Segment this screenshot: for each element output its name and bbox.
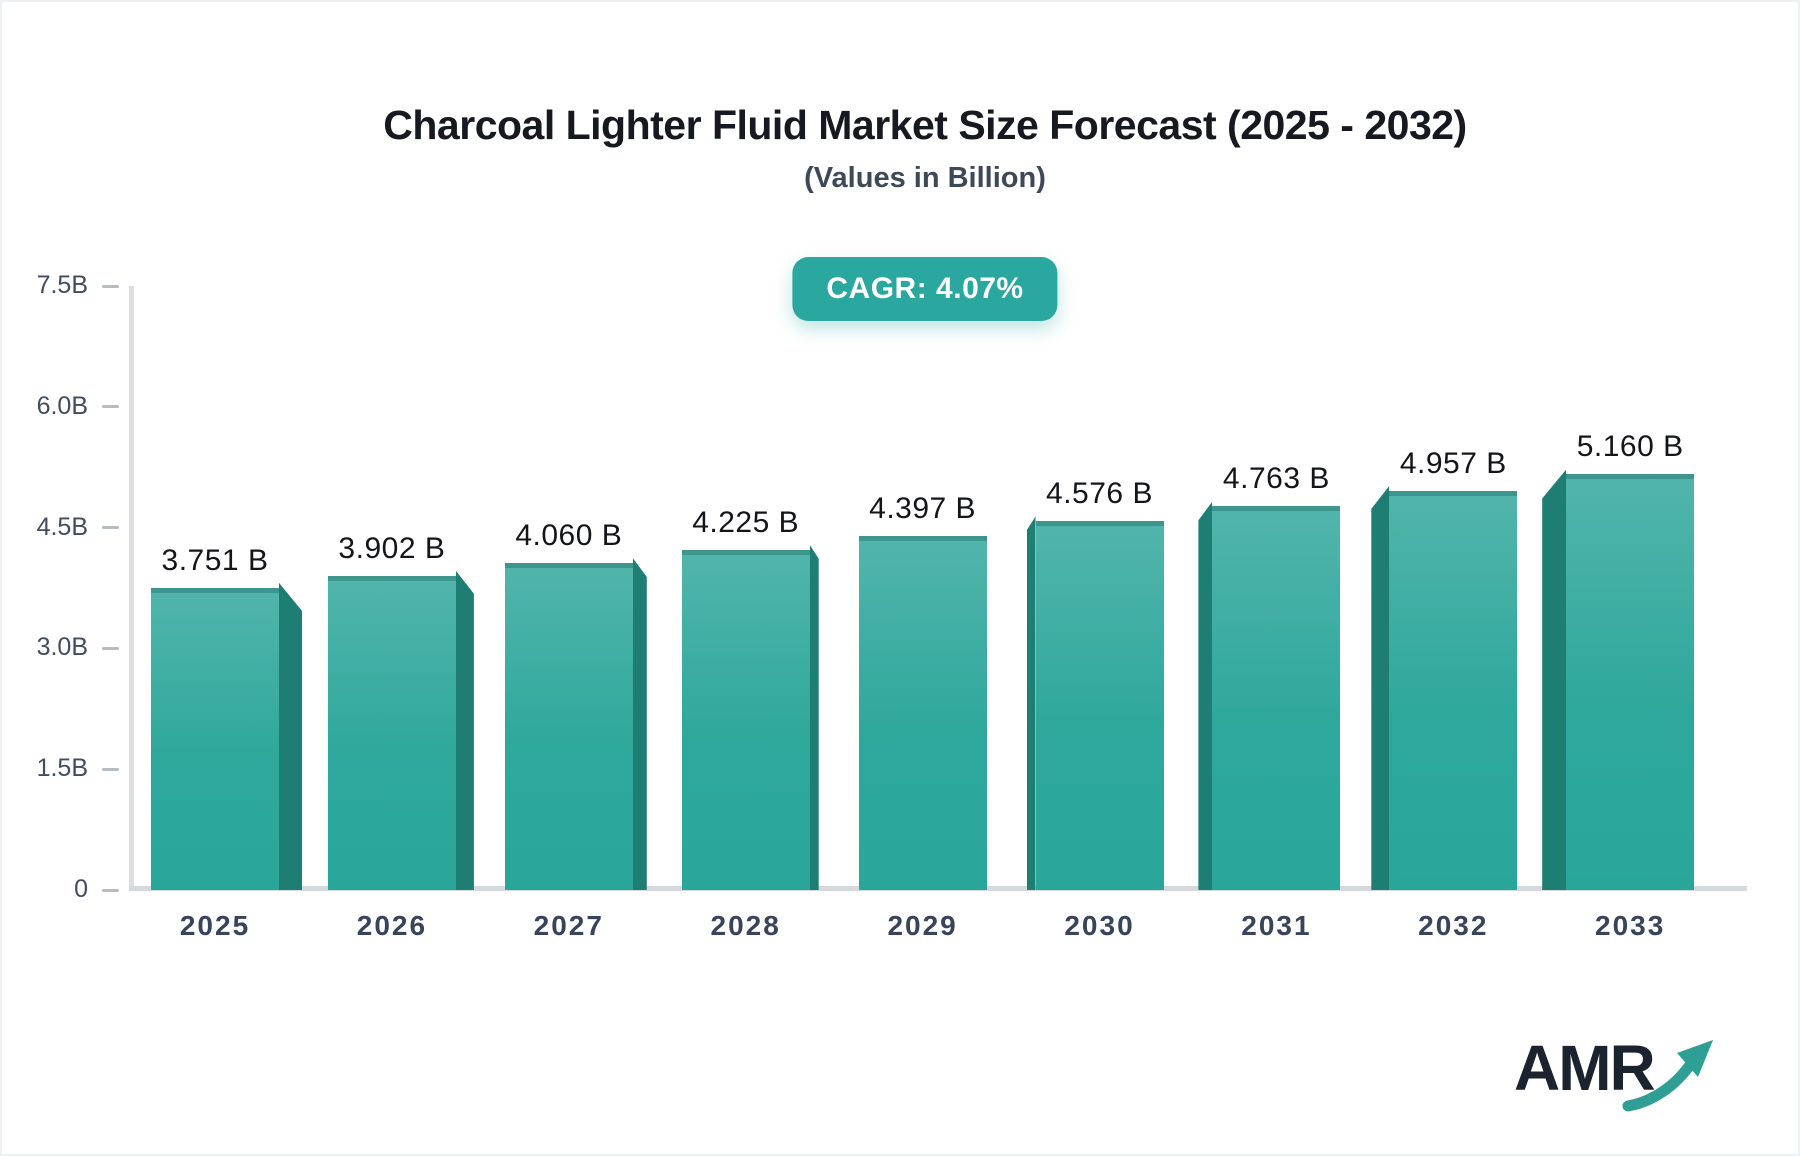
y-tick-label: 0 [74, 875, 88, 903]
bar-value-label: 4.397 B [869, 491, 977, 525]
bar-2025[interactable] [151, 587, 279, 890]
x-axis-label-2031: 2031 [1241, 910, 1312, 941]
x-axis-label-2028: 2028 [710, 910, 781, 941]
bar-2032[interactable] [1389, 490, 1518, 890]
y-tick-label: 7.5B [36, 271, 88, 300]
bar-3d-side-2033 [1542, 469, 1567, 890]
y-tick [102, 888, 119, 892]
bar-2026[interactable] [327, 575, 456, 890]
bar-3d-side-2026 [455, 570, 474, 890]
bar-2033[interactable] [1566, 474, 1695, 890]
bar-2031[interactable] [1212, 506, 1341, 890]
bar-value-label: 4.576 B [1046, 477, 1153, 511]
bar-value-label: 4.225 B [692, 505, 800, 539]
bar-value-label: 4.957 B [1399, 446, 1507, 480]
y-tick [102, 405, 119, 409]
bar-2028[interactable] [681, 549, 810, 890]
y-tick [102, 284, 119, 288]
y-tick [102, 526, 119, 530]
y-tick-label: 1.5B [36, 754, 88, 783]
bar-value-label: 3.902 B [338, 531, 446, 565]
y-tick [102, 767, 119, 771]
bar-3d-side-2028 [809, 544, 819, 890]
x-axis-label-2033: 2033 [1595, 910, 1666, 941]
bar-2029[interactable] [858, 535, 987, 890]
trend-arrow-icon [1622, 1040, 1713, 1112]
bar-value-label: 4.763 B [1222, 462, 1330, 496]
bar-3d-side-2030 [1026, 516, 1036, 890]
chart-subtitle: (Values in Billion) [804, 162, 1046, 194]
y-tick-label: 3.0B [36, 633, 88, 662]
bar-3d-side-2031 [1198, 501, 1213, 890]
amr-logo: AMR [1514, 1032, 1713, 1112]
x-axis-label-2030: 2030 [1064, 910, 1135, 941]
y-tick-label: 6.0B [36, 391, 88, 420]
y-tick [102, 646, 119, 650]
bar-value-label: 4.060 B [515, 519, 623, 553]
cagr-badge: CAGR: 4.07% [792, 257, 1058, 321]
x-axis-label-2026: 2026 [356, 910, 428, 941]
bar-2027[interactable] [504, 563, 633, 890]
x-axis-label-2025: 2025 [179, 910, 251, 941]
bar-value-label: 3.751 B [161, 543, 269, 577]
y-tick-label: 4.5B [36, 512, 88, 541]
x-axis-label-2027: 2027 [533, 910, 604, 941]
amr-logo-text: AMR [1514, 1032, 1655, 1104]
y-axis-line [129, 286, 134, 890]
bar-3d-side-2025 [279, 582, 302, 890]
x-axis-label-2029: 2029 [887, 910, 958, 941]
x-axis-label-2032: 2032 [1418, 910, 1489, 941]
bar-value-label: 5.160 B [1576, 430, 1684, 464]
bar-3d-side-2027 [632, 558, 647, 890]
page-title: Charcoal Lighter Fluid Market Size Forec… [383, 102, 1467, 148]
bar-2030[interactable] [1035, 521, 1164, 890]
bar-3d-side-2032 [1371, 485, 1390, 890]
